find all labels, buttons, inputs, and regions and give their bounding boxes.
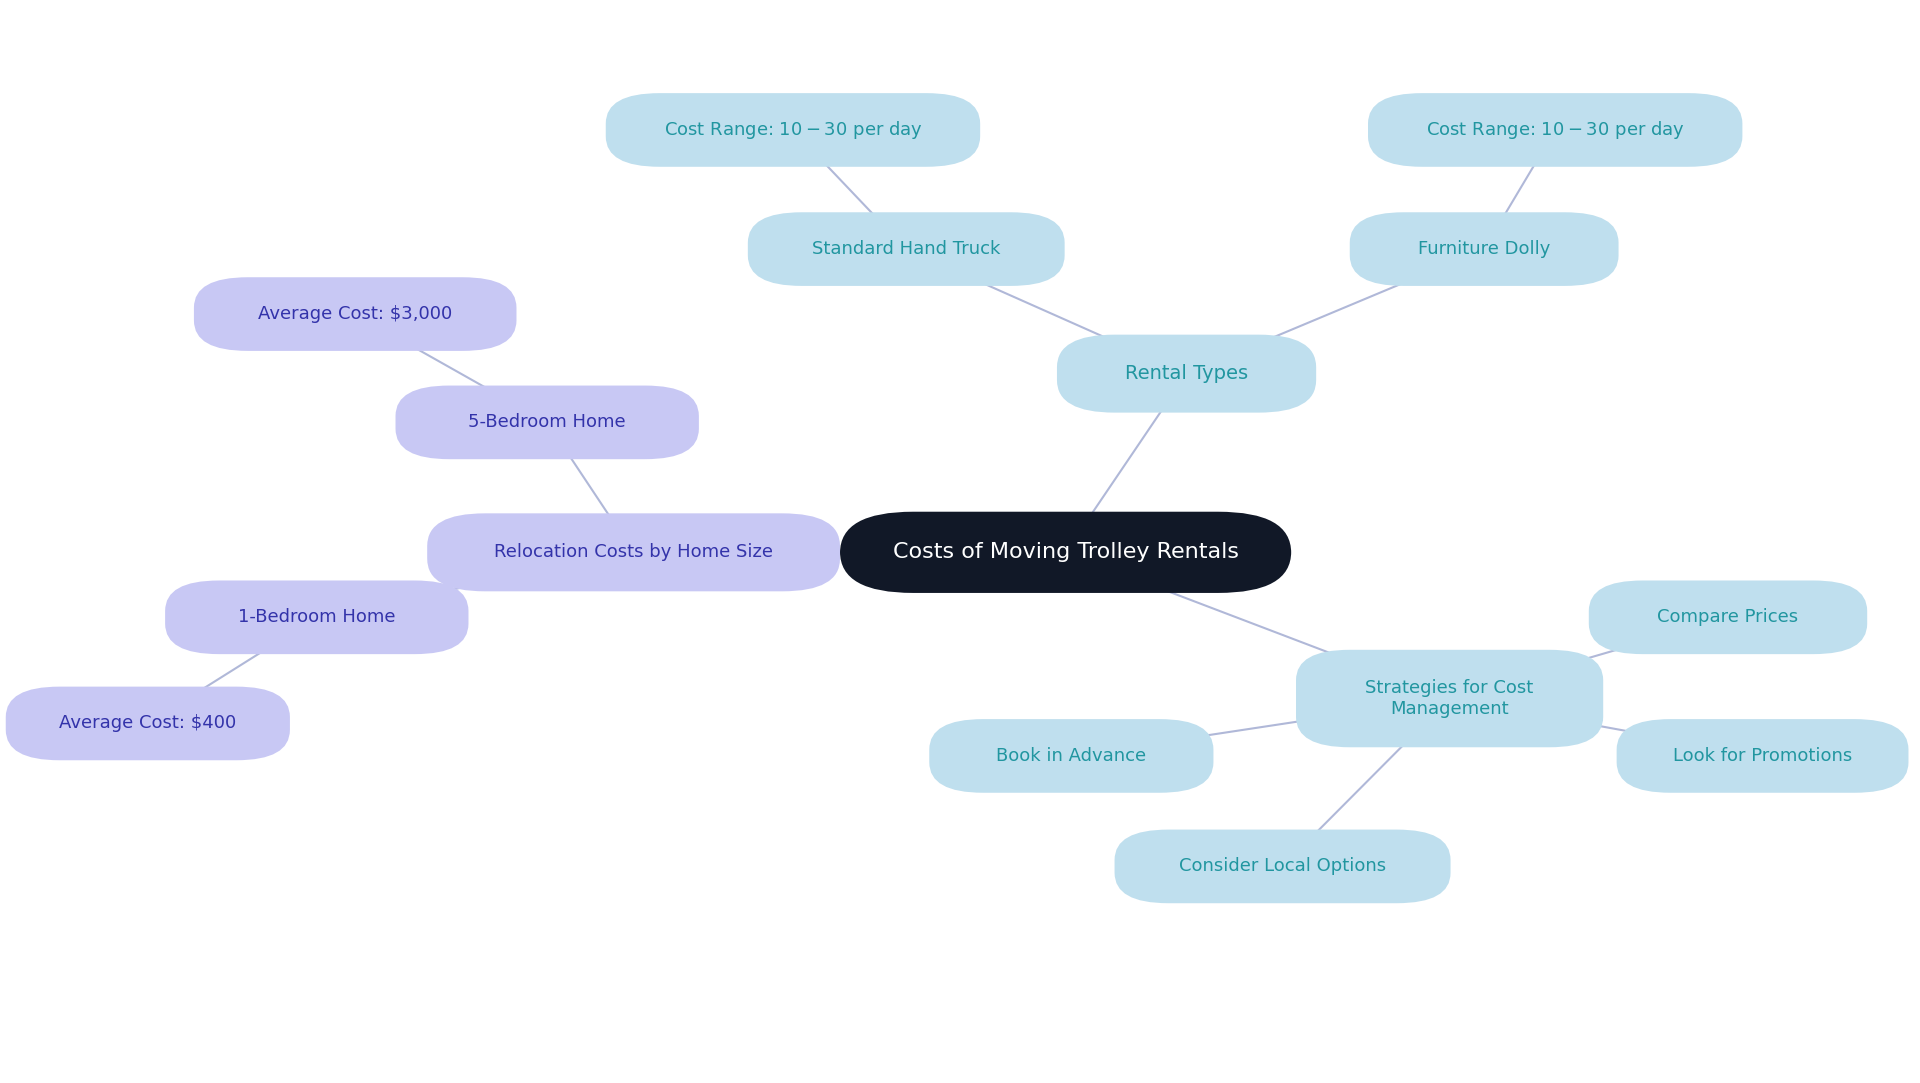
FancyBboxPatch shape — [1350, 212, 1619, 286]
Text: Strategies for Cost
Management: Strategies for Cost Management — [1365, 679, 1534, 718]
FancyBboxPatch shape — [428, 513, 841, 591]
FancyBboxPatch shape — [1617, 719, 1908, 793]
FancyBboxPatch shape — [841, 512, 1292, 593]
FancyBboxPatch shape — [1114, 830, 1452, 903]
FancyBboxPatch shape — [1056, 335, 1317, 413]
Text: Relocation Costs by Home Size: Relocation Costs by Home Size — [493, 544, 774, 561]
Text: Furniture Dolly: Furniture Dolly — [1419, 240, 1549, 258]
FancyBboxPatch shape — [6, 687, 290, 760]
Text: Book in Advance: Book in Advance — [996, 747, 1146, 765]
FancyBboxPatch shape — [1590, 580, 1866, 654]
Text: Consider Local Options: Consider Local Options — [1179, 858, 1386, 875]
Text: Look for Promotions: Look for Promotions — [1672, 747, 1853, 765]
FancyBboxPatch shape — [607, 93, 979, 167]
FancyBboxPatch shape — [1367, 93, 1741, 167]
Text: Standard Hand Truck: Standard Hand Truck — [812, 240, 1000, 258]
Text: Rental Types: Rental Types — [1125, 364, 1248, 383]
FancyBboxPatch shape — [165, 580, 468, 654]
Text: 1-Bedroom Home: 1-Bedroom Home — [238, 609, 396, 626]
FancyBboxPatch shape — [396, 386, 699, 459]
Text: Costs of Moving Trolley Rentals: Costs of Moving Trolley Rentals — [893, 543, 1238, 562]
FancyBboxPatch shape — [194, 277, 516, 351]
Text: Compare Prices: Compare Prices — [1657, 609, 1799, 626]
Text: Cost Range: $10 - $30 per day: Cost Range: $10 - $30 per day — [1427, 119, 1684, 141]
Text: Cost Range: $10 - $30 per day: Cost Range: $10 - $30 per day — [664, 119, 922, 141]
Text: Average Cost: $3,000: Average Cost: $3,000 — [257, 305, 453, 323]
FancyBboxPatch shape — [1296, 650, 1603, 747]
FancyBboxPatch shape — [929, 719, 1213, 793]
FancyBboxPatch shape — [747, 212, 1064, 286]
Text: Average Cost: $400: Average Cost: $400 — [60, 715, 236, 732]
Text: 5-Bedroom Home: 5-Bedroom Home — [468, 414, 626, 431]
